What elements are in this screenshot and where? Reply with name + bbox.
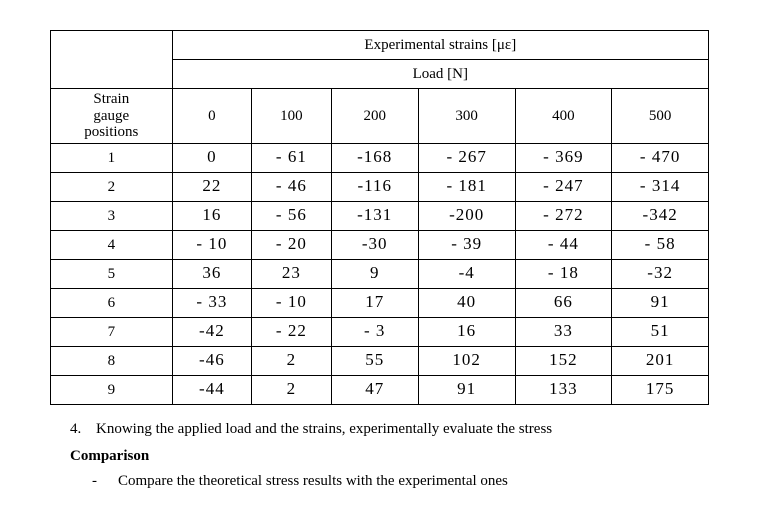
col-500: 500 bbox=[612, 89, 709, 144]
row-position: 1 bbox=[51, 143, 173, 172]
col-0: 0 bbox=[172, 89, 252, 144]
table-row: 9-4424791133175 bbox=[51, 375, 709, 404]
strain-cell: - 10 bbox=[252, 288, 332, 317]
col-300: 300 bbox=[418, 89, 515, 144]
strain-cell: -46 bbox=[172, 346, 252, 375]
strain-cell: - 56 bbox=[252, 201, 332, 230]
question-text: Knowing the applied load and the strains… bbox=[96, 421, 552, 438]
strain-cell: 36 bbox=[172, 259, 252, 288]
strain-cell: -42 bbox=[172, 317, 252, 346]
question-block: 4. Knowing the applied load and the stra… bbox=[50, 421, 709, 490]
strain-cell: -200 bbox=[418, 201, 515, 230]
row-position: 4 bbox=[51, 230, 173, 259]
strain-table: Experimental strains [με] Load [N] Strai… bbox=[50, 30, 709, 405]
col-100: 100 bbox=[252, 89, 332, 144]
strain-cell: 0 bbox=[172, 143, 252, 172]
bullet-dash: - bbox=[92, 473, 100, 490]
bullet-line: - Compare the theoretical stress results… bbox=[70, 473, 709, 490]
table-row: 222- 46-116- 181- 247- 314 bbox=[51, 172, 709, 201]
strain-cell: 22 bbox=[172, 172, 252, 201]
question-line: 4. Knowing the applied load and the stra… bbox=[70, 421, 709, 438]
strain-cell: - 272 bbox=[515, 201, 612, 230]
strain-cell: - 10 bbox=[172, 230, 252, 259]
row-header-line2: gauge bbox=[57, 108, 166, 125]
strain-cell: 91 bbox=[418, 375, 515, 404]
strain-cell: - 181 bbox=[418, 172, 515, 201]
strain-cell: 51 bbox=[612, 317, 709, 346]
strain-cell: -131 bbox=[331, 201, 418, 230]
table-row: 316- 56-131-200- 272-342 bbox=[51, 201, 709, 230]
row-header-line3: positions bbox=[57, 124, 166, 141]
strain-cell: - 46 bbox=[252, 172, 332, 201]
strain-cell: - 22 bbox=[252, 317, 332, 346]
strain-cell: 91 bbox=[612, 288, 709, 317]
table-row: 10- 61-168- 267- 369- 470 bbox=[51, 143, 709, 172]
strain-cell: - 44 bbox=[515, 230, 612, 259]
row-position: 8 bbox=[51, 346, 173, 375]
table-row: 4- 10- 20-30- 39- 44- 58 bbox=[51, 230, 709, 259]
strain-cell: 152 bbox=[515, 346, 612, 375]
strain-cell: 66 bbox=[515, 288, 612, 317]
strain-cell: -116 bbox=[331, 172, 418, 201]
row-position: 3 bbox=[51, 201, 173, 230]
strain-cell: - 33 bbox=[172, 288, 252, 317]
strain-cell: - 247 bbox=[515, 172, 612, 201]
strain-cell: 133 bbox=[515, 375, 612, 404]
strain-cell: - 18 bbox=[515, 259, 612, 288]
strain-cell: 201 bbox=[612, 346, 709, 375]
row-position: 6 bbox=[51, 288, 173, 317]
strain-cell: - 61 bbox=[252, 143, 332, 172]
strain-cell: 2 bbox=[252, 346, 332, 375]
strain-cell: -168 bbox=[331, 143, 418, 172]
strain-cell: -30 bbox=[331, 230, 418, 259]
strain-cell: -342 bbox=[612, 201, 709, 230]
strain-cell: 47 bbox=[331, 375, 418, 404]
strain-cell: 102 bbox=[418, 346, 515, 375]
strain-cell: 23 bbox=[252, 259, 332, 288]
strain-cell: 55 bbox=[331, 346, 418, 375]
strain-cell: - 314 bbox=[612, 172, 709, 201]
strain-cell: 33 bbox=[515, 317, 612, 346]
strain-cell: - 470 bbox=[612, 143, 709, 172]
strain-cell: 40 bbox=[418, 288, 515, 317]
row-header-label: Strain gauge positions bbox=[51, 89, 173, 144]
strain-cell: -44 bbox=[172, 375, 252, 404]
strain-cell: - 267 bbox=[418, 143, 515, 172]
load-header: Load [N] bbox=[172, 60, 708, 89]
strain-cell: - 3 bbox=[331, 317, 418, 346]
strain-cell: -4 bbox=[418, 259, 515, 288]
strain-cell: 17 bbox=[331, 288, 418, 317]
row-header-line1: Strain bbox=[57, 91, 166, 108]
strain-cell: - 39 bbox=[418, 230, 515, 259]
comparison-heading: Comparison bbox=[70, 448, 709, 465]
col-200: 200 bbox=[331, 89, 418, 144]
strain-cell: -32 bbox=[612, 259, 709, 288]
table-row: 6- 33- 1017406691 bbox=[51, 288, 709, 317]
strain-cell: - 58 bbox=[612, 230, 709, 259]
col-400: 400 bbox=[515, 89, 612, 144]
table-row: 536239-4- 18-32 bbox=[51, 259, 709, 288]
strain-cell: 16 bbox=[418, 317, 515, 346]
row-position: 2 bbox=[51, 172, 173, 201]
strain-cell: - 369 bbox=[515, 143, 612, 172]
bullet-text: Compare the theoretical stress results w… bbox=[118, 473, 508, 490]
question-number: 4. bbox=[70, 421, 86, 438]
table-row: 8-46255102152201 bbox=[51, 346, 709, 375]
strain-cell: - 20 bbox=[252, 230, 332, 259]
strain-cell: 2 bbox=[252, 375, 332, 404]
strain-cell: 16 bbox=[172, 201, 252, 230]
row-position: 9 bbox=[51, 375, 173, 404]
table-row: 7-42- 22- 3163351 bbox=[51, 317, 709, 346]
row-position: 7 bbox=[51, 317, 173, 346]
corner-empty bbox=[51, 31, 173, 89]
row-position: 5 bbox=[51, 259, 173, 288]
strain-cell: 175 bbox=[612, 375, 709, 404]
top-header: Experimental strains [με] bbox=[172, 31, 708, 60]
strain-cell: 9 bbox=[331, 259, 418, 288]
